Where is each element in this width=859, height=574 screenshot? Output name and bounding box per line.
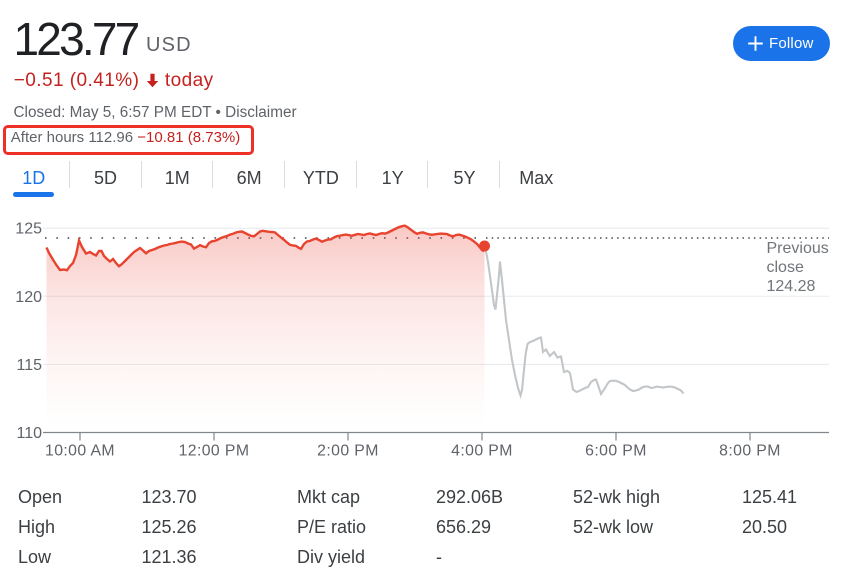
svg-text:6:00 PM: 6:00 PM (585, 442, 647, 459)
svg-text:12:00 PM: 12:00 PM (179, 442, 250, 459)
svg-text:120: 120 (15, 289, 42, 306)
svg-text:8:00 PM: 8:00 PM (719, 442, 781, 459)
svg-text:4:00 PM: 4:00 PM (451, 442, 513, 459)
svg-text:close: close (767, 259, 804, 276)
svg-text:124.28: 124.28 (767, 278, 816, 295)
svg-text:115: 115 (16, 357, 42, 374)
svg-text:110: 110 (16, 425, 42, 442)
svg-text:2:00 PM: 2:00 PM (317, 442, 379, 459)
svg-text:10:00 AM: 10:00 AM (45, 442, 115, 459)
svg-text:Previous: Previous (767, 240, 829, 257)
svg-text:125: 125 (15, 221, 42, 238)
